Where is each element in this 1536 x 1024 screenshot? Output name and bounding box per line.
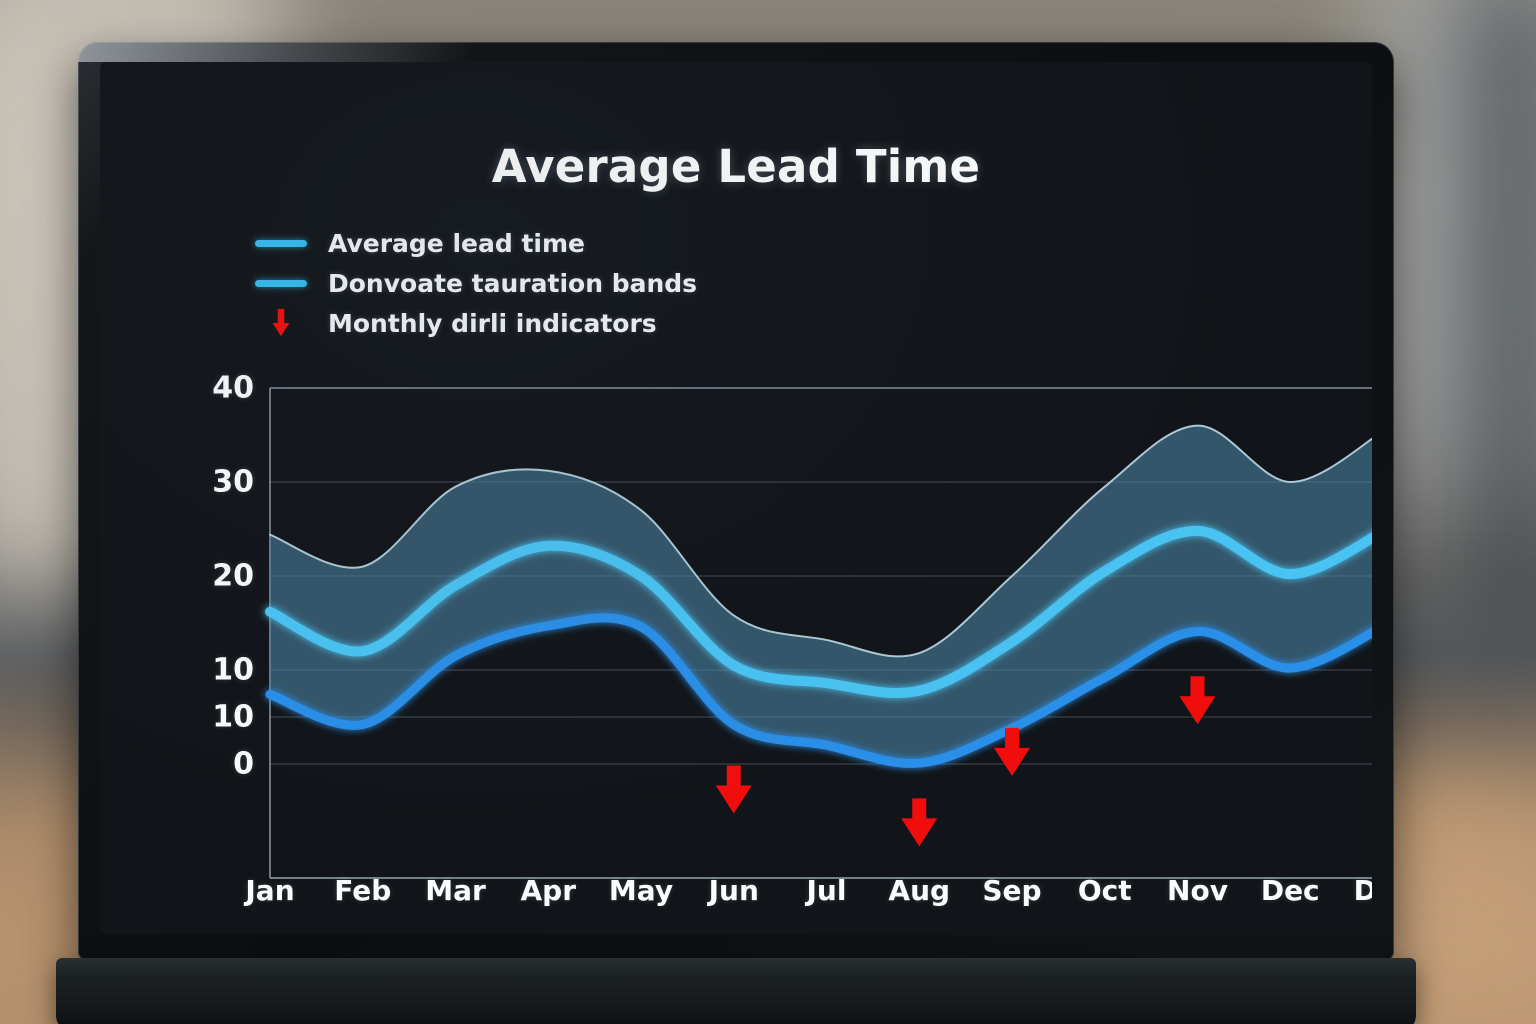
y-axis-tick-label: 40 [212, 370, 254, 406]
chart-upper-band-edge [269, 424, 1372, 658]
laptop-lid: Average Lead Time Average lead time Donv… [78, 42, 1394, 960]
x-axis-tick-label: Dec [1260, 874, 1320, 907]
legend-item-indicators[interactable]: Monthly dirli indicators [252, 308, 697, 338]
chart-plot-area: 40 30 20 10 10 0 Jan Feb Mar Apr May Jun Jul Aug Sep O… [100, 62, 1372, 934]
y-axis-tick-label: 0 [233, 746, 254, 782]
y-axis-tick-label: 30 [212, 464, 254, 500]
legend-label-bands: Donvoate tauration bands [328, 268, 698, 298]
y-axis-tick-label: 20 [212, 558, 254, 594]
x-axis-tick-label: Nov [1167, 874, 1228, 907]
laptop-screen: Average Lead Time Average lead time Donv… [100, 62, 1372, 934]
x-axis-tick-label: Mar [425, 874, 486, 907]
arrow-down-icon [901, 798, 938, 847]
laptop-base [56, 958, 1416, 1024]
arrow-down-icon [1179, 676, 1216, 725]
x-axis-tick-label: Jul [806, 874, 847, 907]
x-axis-tick-label: Sep [982, 874, 1042, 907]
legend-label-indicators: Monthly dirli indicators [328, 308, 657, 338]
legend-label-average-lead-time: Average lead time [328, 228, 585, 258]
arrow-down-icon [994, 727, 1030, 776]
legend-line-swatch-icon [252, 239, 310, 247]
legend-item-bands[interactable]: Donvoate tauration bands [252, 268, 698, 298]
chart-line-lower-bound [265, 613, 1372, 768]
chart-legend: Average lead time Donvoate tauration ban… [252, 228, 698, 338]
arrow-down-icon [252, 309, 310, 337]
chart-annotations [715, 676, 1216, 847]
chart-line-average-lead-time [265, 525, 1372, 698]
x-axis-tick-label: Apr [520, 874, 577, 907]
background-column [1455, 0, 1536, 660]
chart-svg [265, 387, 1372, 879]
chart-title: Average Lead Time [491, 140, 981, 193]
x-axis-tick-label: Dec [1353, 874, 1372, 907]
x-axis-tick-label: Aug [888, 874, 951, 907]
x-axis-tick-label: Oct [1077, 874, 1132, 907]
chart-container: Average Lead Time Average lead time Donv… [100, 62, 1372, 934]
legend-line-swatch-icon [252, 279, 310, 287]
x-axis-tick-label: May [608, 874, 674, 907]
x-axis-tick-label: Jun [708, 874, 759, 907]
y-axis-tick-label: 10 [212, 699, 254, 735]
y-axis-tick-label: 10 [212, 652, 254, 688]
x-axis-tick-label: Feb [334, 874, 392, 907]
arrow-down-icon [715, 765, 752, 814]
x-axis-tick-label: Jan [245, 874, 295, 907]
legend-item-average-lead-time[interactable]: Average lead time [252, 228, 697, 258]
